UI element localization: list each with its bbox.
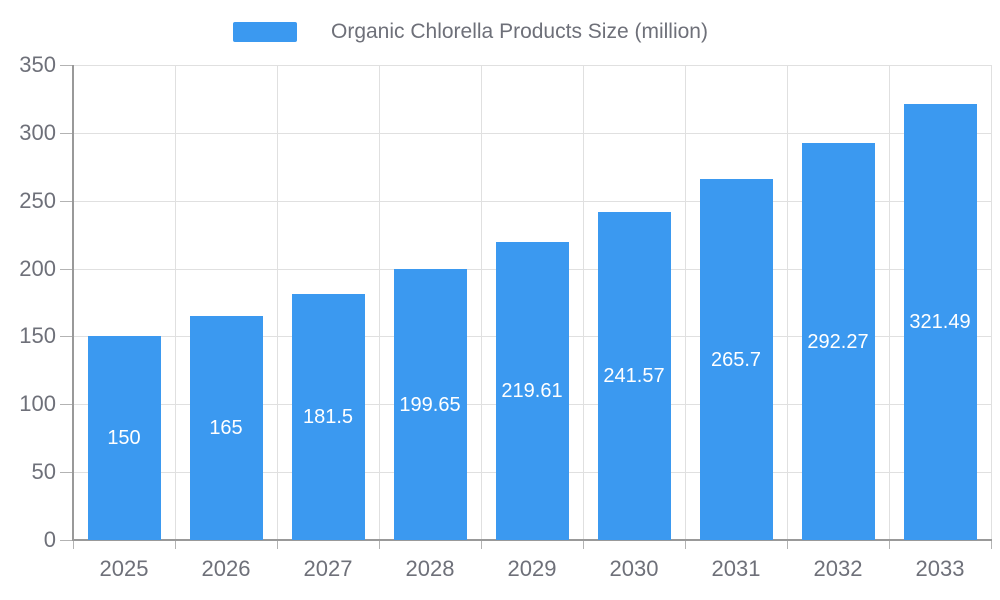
v-gridline: [379, 65, 380, 540]
y-axis-label: 350: [19, 52, 56, 77]
x-axis-label: 2030: [609, 556, 659, 581]
v-gridline: [175, 65, 176, 540]
x-axis-label: 2028: [405, 556, 455, 581]
h-gridline: [73, 200, 991, 202]
x-axis-tick: [73, 540, 74, 549]
bar[interactable]: [87, 336, 161, 540]
legend[interactable]: Organic Chlorella Products Size (million…: [233, 20, 708, 43]
x-axis-label: 2026: [201, 556, 251, 581]
bar-value-label: 241.57: [603, 365, 665, 388]
bar[interactable]: [903, 103, 977, 540]
y-axis-label: 300: [19, 119, 56, 145]
y-axis-tick: [60, 540, 73, 541]
y-axis-tick: [60, 472, 73, 474]
bar-value-label: 181.5: [302, 405, 354, 428]
bar-value-label: 321.49: [909, 310, 971, 333]
bar[interactable]: [495, 241, 569, 540]
x-axis-tick: [583, 540, 584, 549]
x-axis-label: 2025: [99, 556, 149, 581]
v-gridline: [685, 65, 686, 540]
v-gridline: [787, 65, 788, 540]
y-axis-tick: [60, 200, 73, 202]
h-gridline: [73, 65, 991, 66]
bar[interactable]: [291, 293, 365, 540]
y-axis-line: [72, 65, 74, 540]
y-axis-label: 50: [31, 459, 56, 485]
v-gridline: [277, 65, 278, 540]
v-gridline: [991, 65, 992, 540]
x-axis-tick: [175, 540, 176, 549]
legend-swatch-icon: [233, 22, 297, 42]
x-axis-tick: [685, 540, 686, 549]
x-axis-tick: [991, 540, 992, 549]
x-axis-tick: [787, 540, 788, 549]
x-axis-tick: [889, 540, 890, 549]
x-axis-tick: [379, 540, 380, 549]
x-axis-label: 2031: [711, 556, 761, 581]
y-axis-label: 250: [19, 187, 56, 213]
bar-value-label: 292.27: [807, 330, 869, 353]
bar[interactable]: [393, 269, 467, 540]
y-axis-tick: [60, 65, 73, 66]
y-axis-tick: [60, 336, 73, 338]
h-gridline: [73, 132, 991, 134]
y-axis-tick: [60, 268, 73, 270]
x-axis-label: 2029: [507, 556, 557, 581]
bar-value-label: 265.7: [710, 348, 762, 371]
x-axis-label: 2033: [915, 556, 965, 581]
bar-value-label: 165: [209, 417, 243, 440]
bar[interactable]: [801, 143, 875, 540]
y-axis-tick: [60, 404, 73, 406]
y-axis-label: 0: [43, 527, 56, 552]
v-gridline: [481, 65, 482, 540]
x-axis-label: 2027: [303, 556, 353, 581]
legend-label: Organic Chlorella Products Size (million…: [331, 20, 708, 43]
x-axis-tick: [481, 540, 482, 549]
x-axis-tick: [277, 540, 278, 549]
bar-value-label: 219.61: [501, 379, 563, 402]
bar[interactable]: [597, 212, 671, 540]
y-axis-tick: [60, 132, 73, 134]
bar[interactable]: [189, 316, 263, 540]
bar-value-label: 199.65: [399, 393, 461, 416]
x-axis-label: 2032: [813, 556, 863, 581]
v-gridline: [583, 65, 584, 540]
y-axis-label: 200: [19, 255, 56, 281]
y-axis-label: 150: [19, 323, 56, 349]
v-gridline: [889, 65, 890, 540]
bar-value-label: 150: [107, 427, 141, 450]
x-axis-line: [72, 539, 992, 541]
y-axis-label: 100: [19, 391, 56, 417]
bar[interactable]: [699, 179, 773, 540]
